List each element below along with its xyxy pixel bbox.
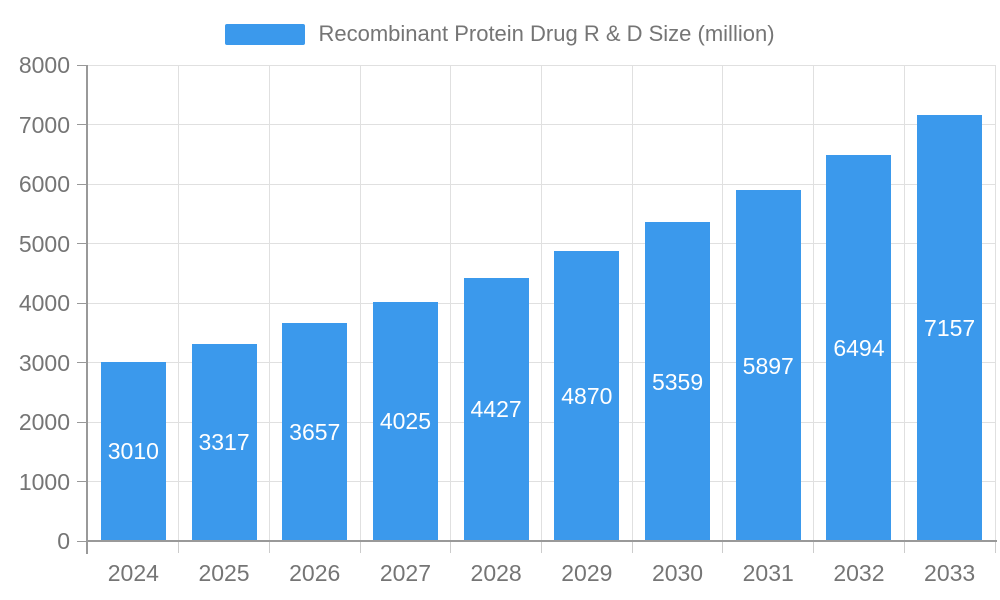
x-tick-label: 2025 bbox=[198, 560, 250, 586]
x-tick-label: 2027 bbox=[379, 560, 432, 586]
bar bbox=[917, 115, 983, 541]
bar bbox=[554, 251, 620, 541]
y-tick-label: 8000 bbox=[18, 52, 70, 78]
gridline-vertical bbox=[722, 65, 724, 541]
bar-value-label: 6494 bbox=[833, 334, 885, 361]
bar bbox=[735, 190, 801, 541]
y-tick bbox=[77, 64, 88, 66]
bar bbox=[826, 154, 892, 541]
bar-value-label: 4427 bbox=[470, 396, 522, 423]
x-tick bbox=[813, 542, 815, 553]
legend: Recombinant Protein Drug R & D Size (mil… bbox=[0, 21, 1000, 46]
bar bbox=[100, 361, 166, 541]
bar bbox=[282, 323, 348, 541]
y-tick bbox=[77, 421, 88, 423]
y-tick-label: 3000 bbox=[18, 349, 70, 376]
bar bbox=[463, 277, 529, 541]
x-tick bbox=[268, 542, 270, 553]
bar bbox=[372, 301, 438, 541]
bar-value-label: 4870 bbox=[561, 383, 613, 410]
y-tick bbox=[77, 243, 88, 244]
x-tick bbox=[450, 542, 452, 553]
legend-swatch bbox=[225, 23, 306, 45]
bar-value-label: 3657 bbox=[289, 419, 341, 446]
y-tick bbox=[77, 540, 88, 542]
y-axis-line bbox=[86, 65, 88, 554]
x-tick bbox=[903, 542, 905, 553]
x-tick-label: 2033 bbox=[924, 560, 976, 586]
y-tick-label: 2000 bbox=[18, 409, 70, 435]
bar-value-label: 7157 bbox=[924, 315, 976, 342]
x-tick-label: 2031 bbox=[742, 560, 794, 586]
gridline-vertical bbox=[359, 65, 361, 541]
y-tick bbox=[77, 183, 88, 185]
plot-area: 3010 3317 3657 4025 4427 4870 5359 5897 6494 7157 bbox=[88, 64, 996, 541]
bar-value-label: 3317 bbox=[198, 429, 250, 456]
legend-label: Recombinant Protein Drug R & D Size (mil… bbox=[318, 21, 775, 46]
x-axis-line bbox=[86, 540, 997, 542]
x-tick bbox=[541, 542, 542, 553]
y-tick bbox=[77, 362, 88, 363]
x-tick bbox=[178, 542, 180, 553]
bar bbox=[191, 343, 257, 541]
y-tick-label: 0 bbox=[57, 528, 70, 554]
x-tick bbox=[722, 542, 724, 553]
x-tick-label: 2024 bbox=[107, 560, 159, 586]
gridline-vertical bbox=[178, 65, 180, 541]
bar-value-label: 5359 bbox=[651, 368, 704, 395]
x-tick-label: 2032 bbox=[833, 560, 885, 586]
bar bbox=[645, 222, 711, 541]
y-tick bbox=[77, 302, 88, 304]
bar-value-label: 4025 bbox=[379, 408, 432, 435]
x-tick bbox=[631, 542, 633, 553]
x-tick-label: 2030 bbox=[651, 560, 704, 586]
gridline-vertical bbox=[541, 65, 542, 541]
y-tick-label: 7000 bbox=[18, 111, 70, 138]
bar-value-label: 3010 bbox=[107, 438, 159, 465]
y-tick bbox=[77, 481, 88, 482]
gridline-vertical bbox=[994, 65, 996, 541]
x-tick bbox=[359, 542, 361, 553]
y-tick-label: 1000 bbox=[18, 468, 70, 495]
x-tick-label: 2028 bbox=[470, 560, 522, 586]
y-tick-label: 6000 bbox=[18, 171, 70, 197]
gridline-vertical bbox=[903, 65, 905, 541]
x-tick-label: 2026 bbox=[289, 560, 341, 586]
gridline-vertical bbox=[268, 65, 270, 541]
gridline-vertical bbox=[813, 65, 815, 541]
gridline-vertical bbox=[450, 65, 452, 541]
x-tick bbox=[994, 542, 996, 553]
y-tick-label: 4000 bbox=[18, 290, 70, 316]
y-tick bbox=[77, 124, 88, 125]
bar-value-label: 5897 bbox=[742, 352, 794, 379]
y-tick-label: 5000 bbox=[18, 230, 70, 257]
gridline-vertical bbox=[631, 65, 633, 541]
x-tick-label: 2029 bbox=[561, 560, 613, 586]
